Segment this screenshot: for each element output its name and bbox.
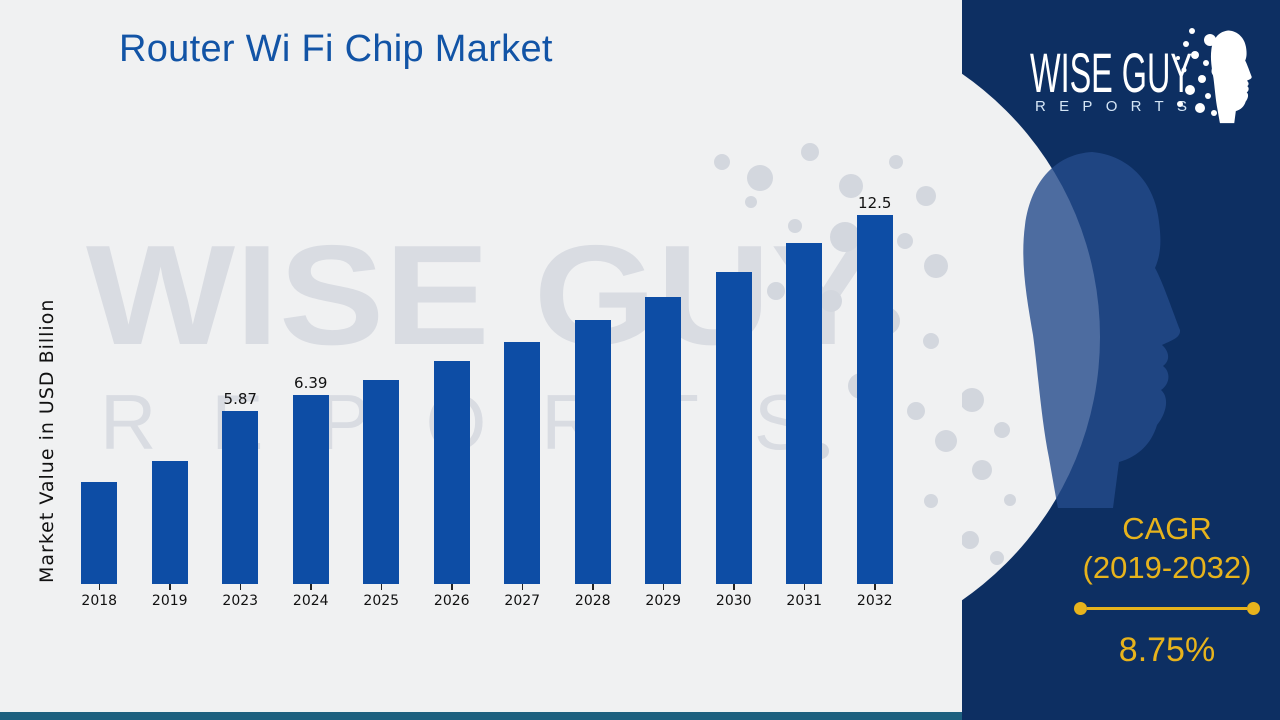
- bar-group: 6.39 2024: [276, 150, 347, 610]
- x-axis-tick: [169, 584, 171, 590]
- x-axis-tick: [239, 584, 241, 590]
- bar-2023: [222, 411, 259, 584]
- bar-2025: [363, 380, 400, 584]
- cagr-label: CAGR: [1122, 511, 1212, 546]
- divider-dot-right: [1247, 602, 1260, 615]
- x-axis-label: 2024: [292, 593, 329, 609]
- x-axis-label: 2028: [574, 593, 611, 609]
- bar-2032: [856, 215, 893, 584]
- y-axis-label: Market Value in USD Billion: [36, 298, 58, 583]
- x-axis-tick: [874, 584, 876, 590]
- bar-group: 2018: [64, 150, 135, 610]
- bar-group: 12.5 2032: [840, 150, 911, 610]
- decor-dot-pattern: [962, 388, 1016, 565]
- bar-group: 2026: [417, 150, 488, 610]
- cagr-divider: [1074, 602, 1260, 615]
- bar-2027: [504, 342, 541, 584]
- logo-wordmark: WISE GUY: [1030, 41, 1192, 104]
- brand-panel-art: WISE GUY REPORTS: [962, 28, 1252, 601]
- bar-group: 2027: [487, 150, 558, 610]
- bar-group: 2029: [628, 150, 699, 610]
- bar-group: 2028: [558, 150, 629, 610]
- x-axis-label: 2031: [786, 593, 823, 609]
- divider-dot-left: [1074, 602, 1087, 615]
- bar-2029: [645, 297, 682, 584]
- x-axis-label: 2018: [81, 593, 118, 609]
- x-axis-tick: [98, 584, 100, 590]
- x-axis-tick: [592, 584, 594, 590]
- bar-2019: [151, 461, 188, 584]
- bar-2028: [574, 320, 611, 584]
- x-axis-label: 2026: [433, 593, 470, 609]
- bar-group: 2025: [346, 150, 417, 610]
- bar-group: 5.87 2023: [205, 150, 276, 610]
- x-axis-tick: [380, 584, 382, 590]
- x-axis-tick: [310, 584, 312, 590]
- bar-2031: [786, 243, 823, 584]
- logo: WISE GUY REPORTS: [1030, 28, 1252, 124]
- bar-value-label: 6.39: [294, 374, 328, 392]
- x-axis-label: 2027: [504, 593, 541, 609]
- x-axis-label: 2030: [715, 593, 752, 609]
- cagr-block: CAGR (2019-2032) 8.75%: [1047, 510, 1280, 670]
- bar-chart-plot: 2018 2019 5.87 2023 6.39 2024 2025 2026 2027 2028…: [64, 150, 910, 610]
- logo-dot-pattern: [1176, 28, 1227, 116]
- x-axis-label: 2029: [645, 593, 682, 609]
- bar-value-label: 12.5: [858, 194, 892, 212]
- x-axis-label: 2019: [151, 593, 188, 609]
- chart-title: Router Wi Fi Chip Market: [119, 28, 553, 70]
- x-axis-tick: [521, 584, 523, 590]
- x-axis-label: 2023: [222, 593, 259, 609]
- x-axis-label: 2025: [363, 593, 400, 609]
- x-axis-tick: [662, 584, 664, 590]
- bar-value-label: 5.87: [223, 390, 257, 408]
- x-axis-tick: [451, 584, 453, 590]
- face-profile-silhouette: [1023, 152, 1181, 508]
- cagr-range: (2019-2032): [1082, 550, 1252, 585]
- bar-2018: [81, 482, 118, 584]
- bottom-accent-strip: [0, 712, 1280, 720]
- bar-2030: [715, 272, 752, 584]
- bar-2024: [292, 395, 329, 584]
- brand-panel: WISE GUY REPORTS: [962, 0, 1280, 720]
- bar-group: 2031: [769, 150, 840, 610]
- bar-group: 2030: [699, 150, 770, 610]
- divider-line: [1087, 607, 1247, 610]
- bar-2026: [433, 361, 470, 584]
- x-axis-label: 2032: [856, 593, 893, 609]
- bar-group: 2019: [135, 150, 206, 610]
- x-axis-tick: [803, 584, 805, 590]
- cagr-value: 8.75%: [1118, 631, 1216, 669]
- x-axis-tick: [733, 584, 735, 590]
